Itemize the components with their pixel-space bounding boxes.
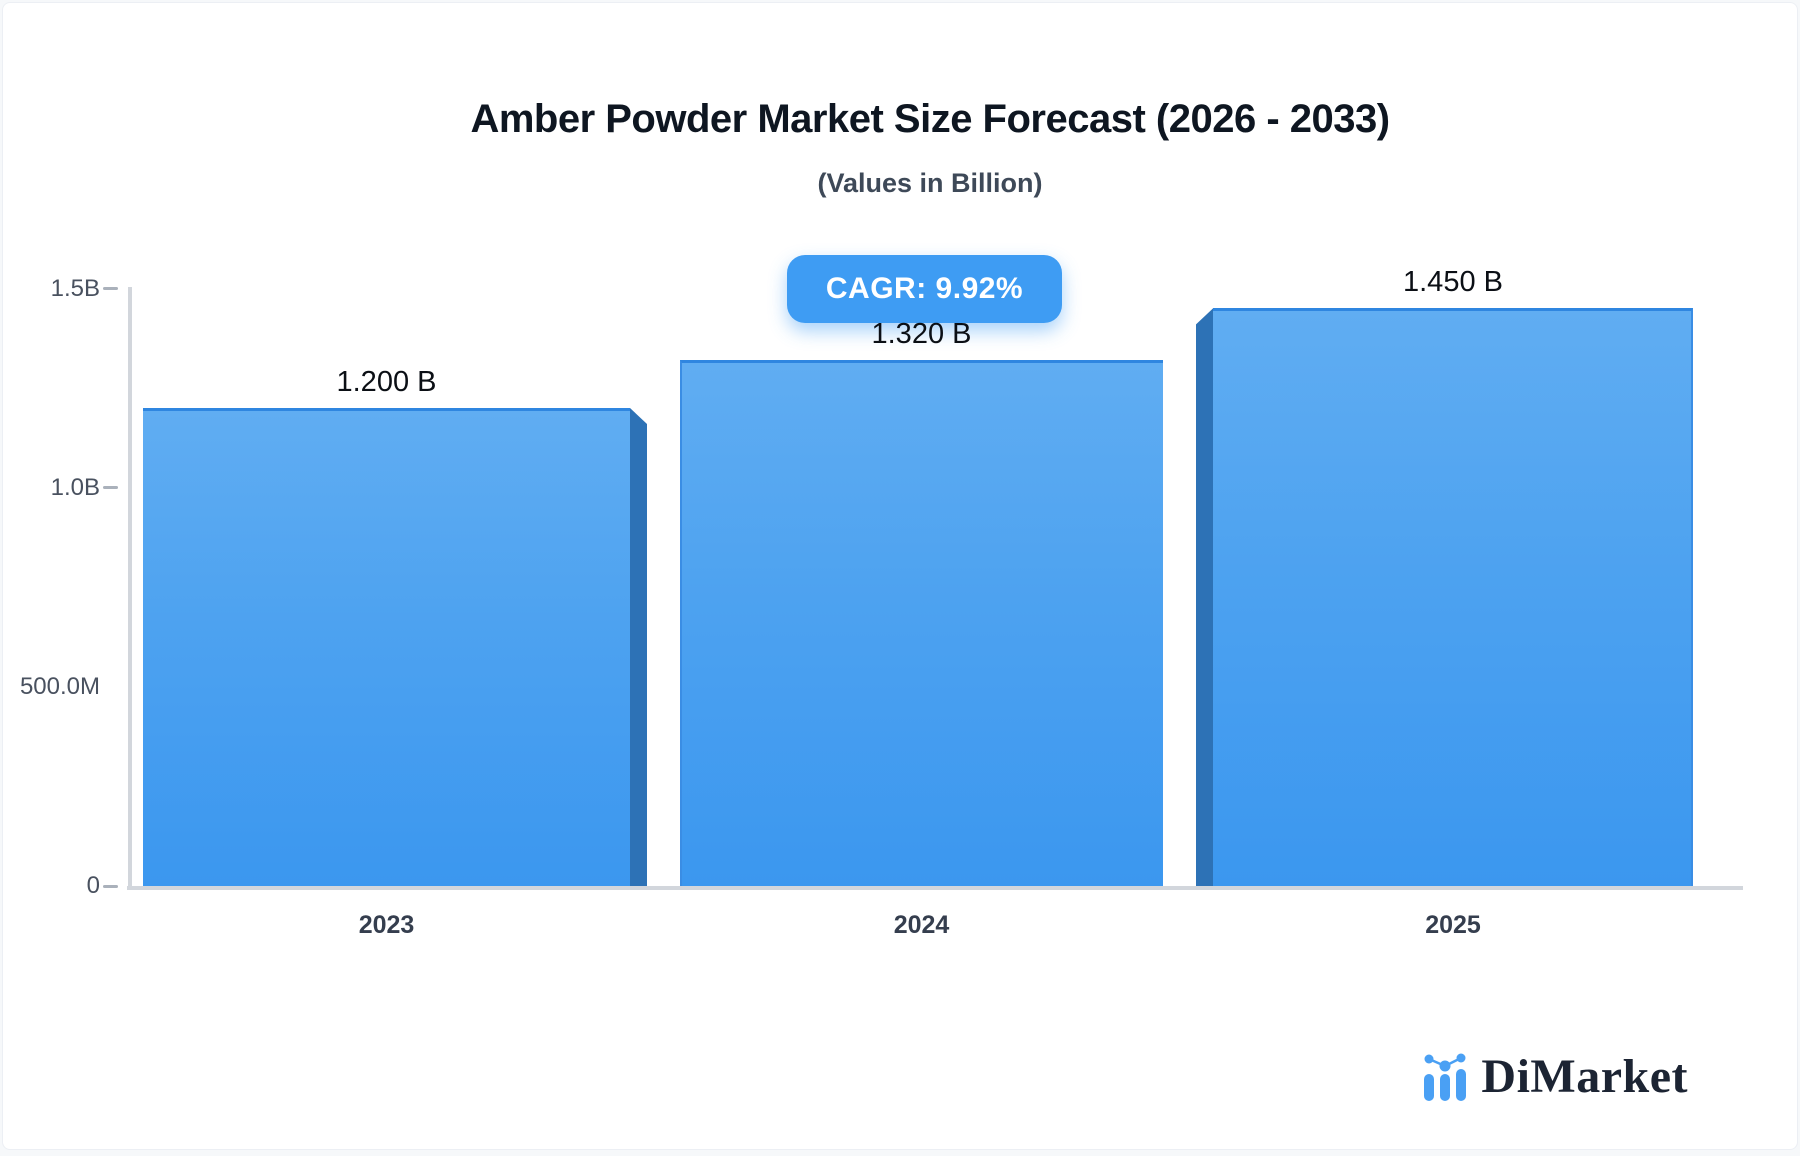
bar-line-chart-icon	[1424, 1053, 1467, 1101]
y-tick-dash	[103, 486, 118, 490]
bar-2025[interactable]	[1213, 308, 1693, 886]
cagr-badge-label: CAGR: 9.92%	[825, 272, 1024, 305]
y-tick-label: 1.5B	[50, 274, 100, 302]
y-tick-dash	[103, 287, 118, 290]
x-axis-line	[127, 886, 1743, 890]
bar-value-label: 1.450 B	[1403, 266, 1503, 299]
cagr-badge: CAGR: 9.92%	[787, 255, 1062, 323]
chart-subtitle: (Values in Billion)	[817, 168, 1043, 198]
chart-title: Amber Powder Market Size Forecast (2026 …	[470, 97, 1390, 141]
y-tick-dash	[103, 884, 118, 888]
bar-value-label: 1.320 B	[871, 318, 972, 351]
y-tick-label: 1.0B	[50, 473, 100, 501]
x-axis-label: 2023	[358, 911, 415, 939]
brand-logo[interactable]: DiMarket	[1421, 1049, 1688, 1104]
bar-value-label: 1.200 B	[336, 366, 437, 398]
y-axis-line	[128, 287, 132, 889]
x-axis-label: 2024	[893, 911, 950, 939]
bar-side-2023	[630, 408, 647, 886]
bar-2024[interactable]	[680, 360, 1163, 886]
brand-name: DiMarket	[1481, 1050, 1688, 1103]
bar-2023[interactable]	[143, 408, 630, 886]
y-tick-label: 0	[86, 872, 100, 899]
x-axis-label: 2025	[1425, 911, 1481, 939]
bar-side-2025	[1196, 308, 1213, 886]
y-tick-label: 500.0M	[19, 672, 100, 700]
